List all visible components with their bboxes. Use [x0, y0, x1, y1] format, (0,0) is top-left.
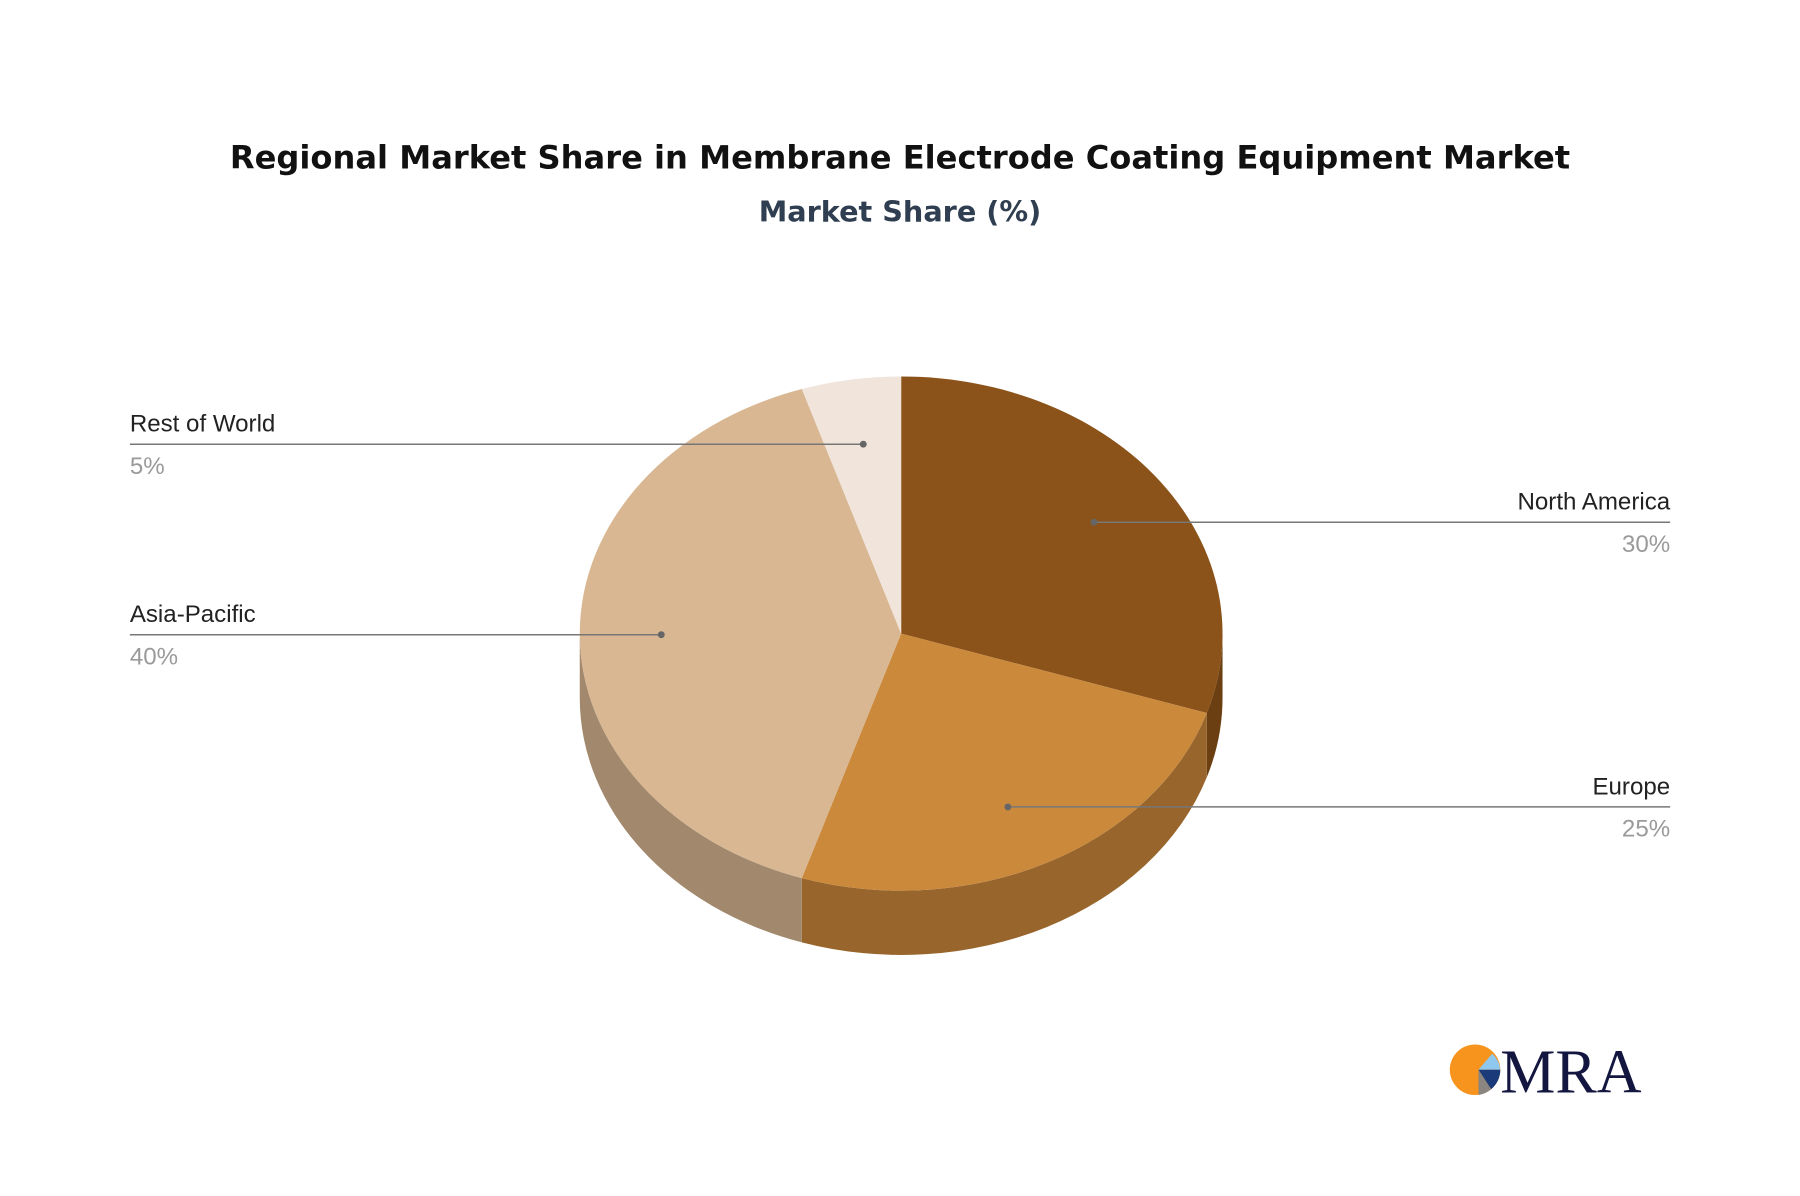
leader-dot — [657, 631, 665, 639]
pie-side-europe — [801, 713, 1207, 955]
pie-slice-north-america[interactable] — [901, 376, 1223, 714]
pie-side-asia-pacific — [579, 633, 802, 943]
data-label-rest-of-world: Rest of World 5% — [129, 411, 867, 480]
pie-slice-europe[interactable] — [801, 633, 1207, 891]
mra-logo: MRA — [1449, 1039, 1642, 1107]
value-label: 5% — [130, 453, 165, 480]
category-label: Asia-Pacific — [130, 601, 256, 628]
leader-dot — [1090, 518, 1098, 526]
category-label: Europe — [1592, 773, 1670, 800]
chart-title: Regional Market Share in Membrane Electr… — [230, 139, 1570, 177]
pie-slice-asia-pacific[interactable] — [579, 389, 902, 879]
data-label-north-america: North America 30% — [1090, 489, 1671, 558]
value-label: 30% — [1622, 531, 1670, 558]
data-label-europe: Europe 25% — [1004, 773, 1670, 843]
category-label: North America — [1518, 489, 1671, 516]
data-label-asia-pacific: Asia-Pacific 40% — [129, 601, 665, 671]
category-label: Rest of World — [130, 411, 276, 438]
pie-slice-rest-of-world[interactable] — [801, 376, 902, 634]
logo-text: MRA — [1500, 1039, 1641, 1107]
value-label: 25% — [1622, 816, 1670, 843]
value-label: 40% — [130, 644, 178, 671]
leader-dot — [859, 440, 867, 448]
leader-dot — [1004, 803, 1012, 811]
chart-subtitle: Market Share (%) — [759, 195, 1042, 229]
pie-side-north-america — [1206, 633, 1223, 778]
